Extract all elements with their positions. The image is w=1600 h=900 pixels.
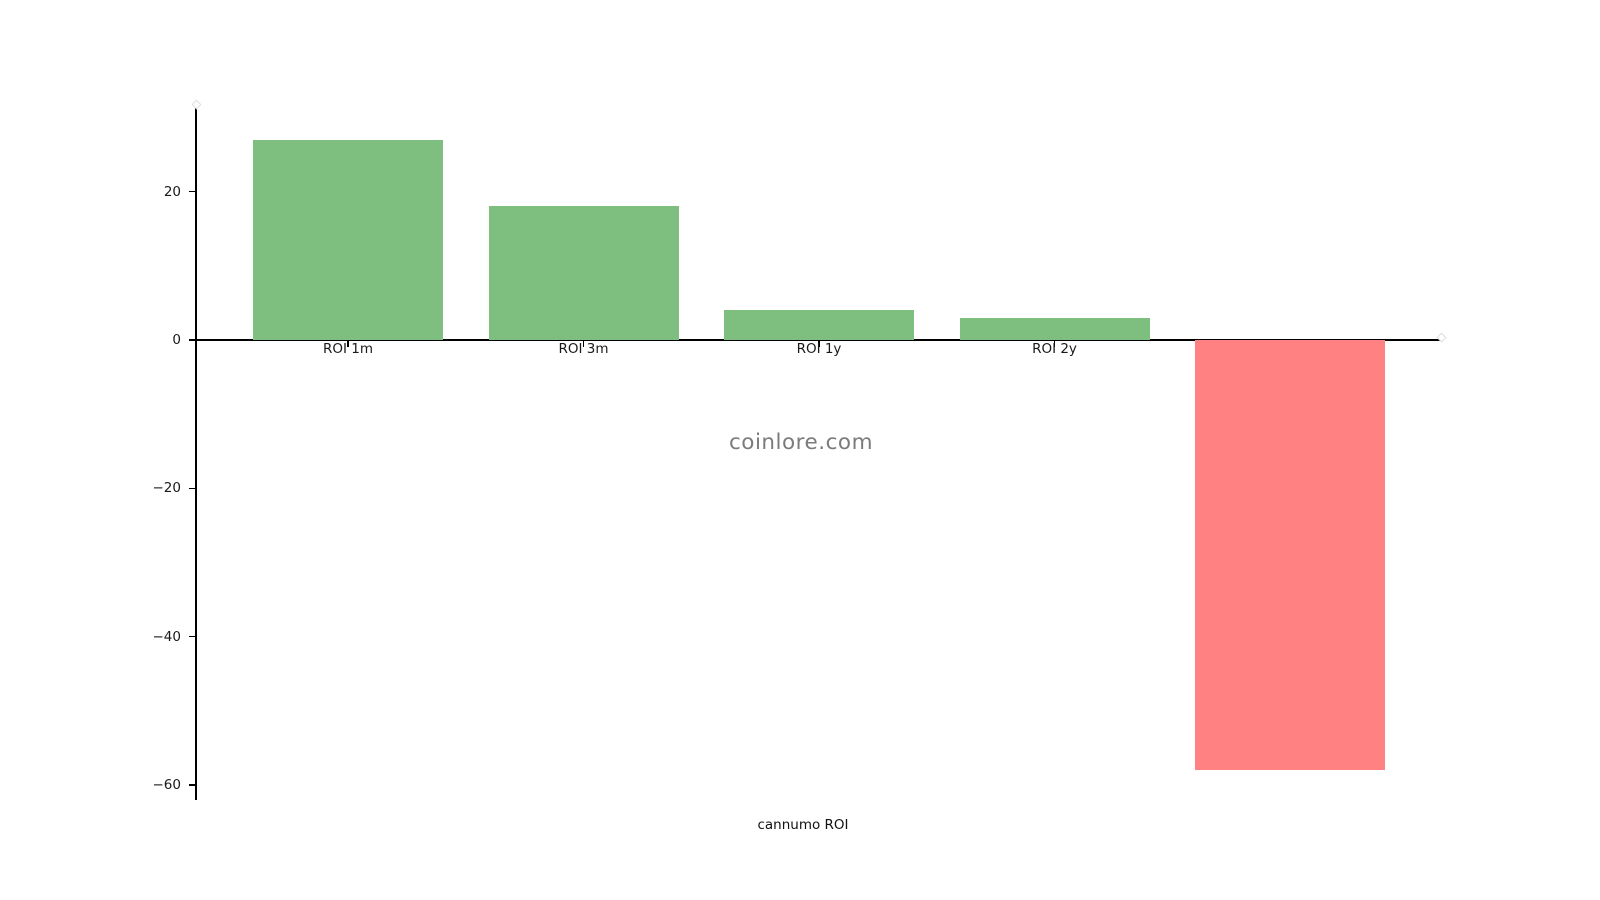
x-tick-mark (818, 340, 820, 347)
bar-roi-1y (724, 310, 914, 340)
x-tick-mark (582, 340, 585, 347)
y-tick-mark (189, 190, 196, 193)
y-tick-mark (189, 635, 196, 638)
x-tick-mark (1053, 340, 1056, 347)
y-tick-label: 0 (172, 332, 181, 348)
y-axis-line (195, 108, 197, 800)
y-tick-mark (189, 487, 196, 490)
y-tick-label: 20 (163, 183, 181, 200)
y-tick-label: −60 (152, 777, 182, 794)
x-tick-label: ROI 1m (322, 341, 374, 357)
axis-end-marker-icon (1436, 332, 1447, 343)
bar-unlabeled-5 (1195, 340, 1385, 771)
x-tick-mark (347, 340, 349, 347)
y-tick-mark (189, 339, 196, 341)
x-axis-title: cannumo ROI (757, 817, 849, 833)
y-tick-label: −20 (152, 480, 182, 497)
watermark: coinlore.com (728, 430, 874, 455)
axis-end-marker-icon (191, 99, 202, 110)
x-tick-label: ROI 3m (558, 341, 609, 357)
bar-roi-1m (253, 139, 443, 340)
y-tick-label: −40 (152, 628, 182, 645)
x-tick-label: ROI 1y (796, 341, 842, 357)
bar-roi-3m (488, 206, 679, 340)
bar-roi-2y (959, 317, 1150, 340)
x-tick-label: ROI 2y (1032, 341, 1077, 357)
y-tick-mark (189, 784, 196, 786)
